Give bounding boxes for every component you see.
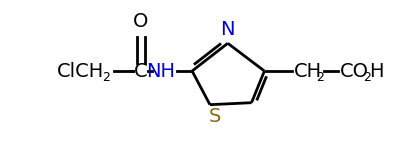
Text: O: O xyxy=(133,12,148,31)
Text: 2: 2 xyxy=(102,72,110,84)
Text: CH: CH xyxy=(294,61,322,81)
Text: 2: 2 xyxy=(363,72,371,84)
Text: S: S xyxy=(209,107,221,126)
Text: H: H xyxy=(369,61,384,81)
Text: NH: NH xyxy=(146,61,175,81)
Text: CO: CO xyxy=(340,61,369,81)
Text: ClCH: ClCH xyxy=(56,61,104,81)
Text: C: C xyxy=(134,61,147,81)
Text: 2: 2 xyxy=(316,72,324,84)
Text: N: N xyxy=(220,20,235,39)
